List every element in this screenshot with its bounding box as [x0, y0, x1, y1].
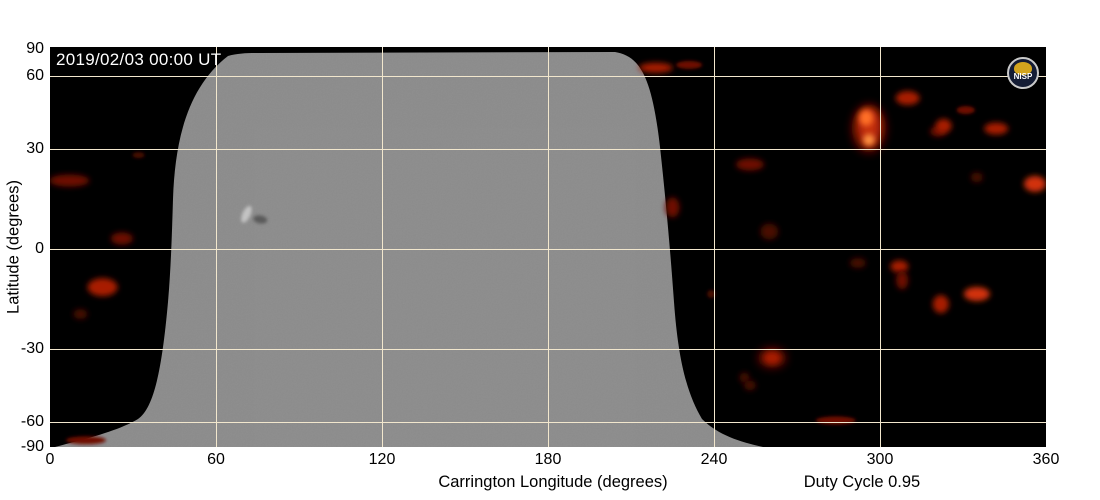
surface-features: [241, 205, 268, 224]
farside-blob: [956, 106, 975, 115]
x-tick-label: 360: [1032, 451, 1060, 468]
farside-blob: [1023, 175, 1046, 192]
farside-blob: [859, 109, 874, 126]
farside-blob: [963, 286, 990, 301]
synoptic-map-svg: [50, 47, 1046, 447]
farside-blob: [73, 309, 88, 320]
y-tick-label: -90: [20, 438, 44, 455]
farside-blob: [849, 257, 866, 268]
farside-blob: [984, 122, 1009, 135]
farside-blob: [764, 351, 781, 364]
farside-blob: [65, 436, 106, 445]
farside-blob: [676, 60, 703, 69]
timestamp-label: 2019/02/03 00:00 UT: [56, 50, 222, 69]
x-tick-label: 240: [700, 451, 728, 468]
farside-blob: [862, 134, 875, 147]
gridlines: [50, 47, 1046, 447]
y-tick-label: 0: [35, 240, 44, 257]
surface-feature-bright-streak: [241, 205, 252, 223]
duty-cycle-label: Duty Cycle 0.95: [803, 473, 921, 491]
nisp-logo: NISP: [1007, 57, 1039, 89]
farside-blob: [735, 158, 764, 171]
y-tick-label: -30: [20, 340, 44, 357]
y-tick-label: 90: [26, 40, 44, 57]
y-tick-label: -60: [20, 413, 44, 431]
farside-blob: [935, 118, 952, 133]
farside-blob: [970, 172, 983, 183]
x-tick-label: 120: [368, 451, 396, 468]
surface-feature-dark-smudge: [253, 215, 268, 224]
farside-blob: [743, 380, 756, 391]
farside-blob: [932, 295, 949, 314]
farside-blob: [638, 62, 673, 73]
farside-blob: [896, 271, 909, 290]
x-tick-label: 0: [45, 451, 55, 468]
x-axis-title: Carrington Longitude (degrees): [438, 473, 668, 491]
x-tick-label: 180: [534, 451, 562, 468]
x-tick-label: 60: [207, 451, 225, 468]
farside-blob: [739, 372, 750, 383]
y-tick-label: 30: [26, 140, 44, 157]
sun-icon: [1014, 62, 1032, 75]
farside-blob: [665, 197, 680, 218]
farside-activity-blobs: [50, 60, 1046, 445]
farside-blob: [760, 223, 779, 240]
farside-blob: [815, 416, 856, 425]
x-tick-label: 300: [866, 451, 894, 468]
plot-area: [50, 47, 1046, 447]
farside-blob: [87, 278, 118, 297]
farside-blob: [50, 174, 90, 187]
farside-blob: [890, 260, 909, 273]
farside-blob: [132, 152, 145, 159]
nisp-logo-label: NISP: [1013, 72, 1033, 81]
y-tick-label: 60: [26, 66, 44, 84]
farside-blob: [110, 232, 133, 245]
farside-blob: [707, 289, 716, 298]
farside-blob: [895, 91, 920, 106]
